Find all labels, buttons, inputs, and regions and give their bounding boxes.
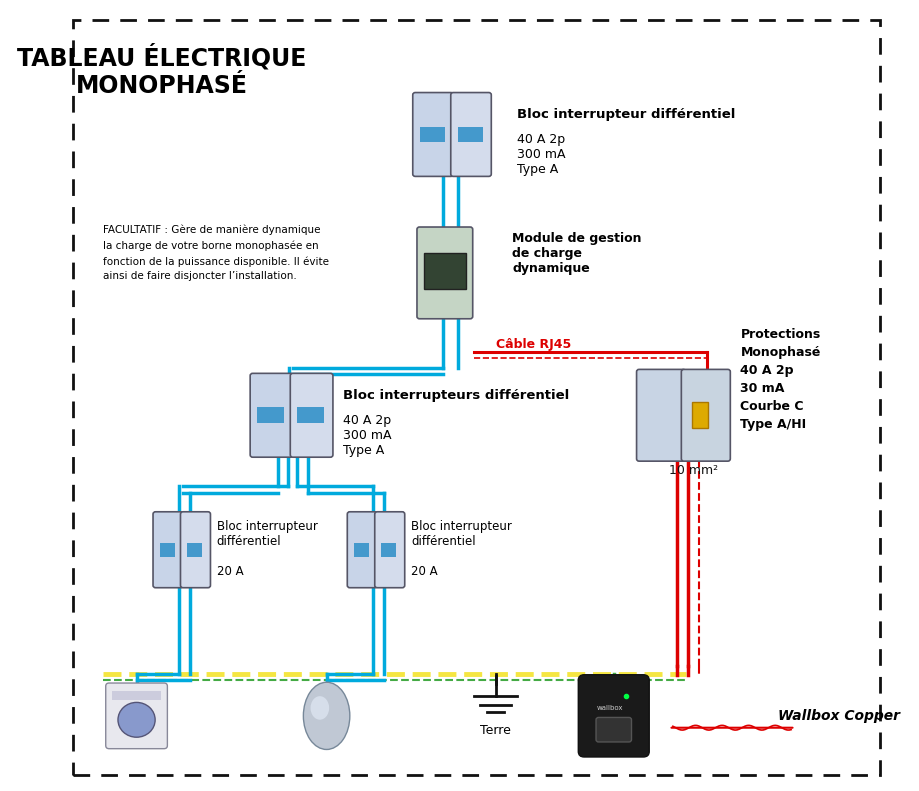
Bar — [187, 543, 202, 557]
Text: 40 A 2p
300 mA
Type A: 40 A 2p 300 mA Type A — [516, 133, 565, 176]
FancyBboxPatch shape — [417, 227, 472, 319]
Text: 20 A: 20 A — [217, 565, 244, 577]
Bar — [297, 407, 324, 423]
FancyBboxPatch shape — [180, 512, 210, 588]
Circle shape — [118, 702, 155, 737]
Text: 10 mm²: 10 mm² — [669, 464, 718, 477]
FancyBboxPatch shape — [681, 369, 731, 461]
Bar — [419, 127, 445, 142]
Text: TABLEAU ÉLECTRIQUE
MONOPHASÉ: TABLEAU ÉLECTRIQUE MONOPHASÉ — [17, 44, 307, 98]
Bar — [354, 543, 369, 557]
Text: FACULTATIF : Gère de manière dynamique
la charge de votre borne monophasée en
fo: FACULTATIF : Gère de manière dynamique l… — [103, 225, 329, 282]
Text: 20 A: 20 A — [411, 565, 437, 577]
Bar — [458, 127, 482, 142]
FancyBboxPatch shape — [375, 512, 404, 588]
Bar — [160, 543, 175, 557]
Text: Wallbox Copper: Wallbox Copper — [778, 709, 901, 723]
Text: wallbox: wallbox — [596, 705, 623, 711]
FancyBboxPatch shape — [106, 683, 167, 748]
Bar — [424, 253, 466, 289]
Text: Protections
Monophasé
40 A 2p
30 mA
Courbe C
Type A/HI: Protections Monophasé 40 A 2p 30 mA Cour… — [741, 328, 821, 431]
Text: Bloc interrupteur différentiel: Bloc interrupteur différentiel — [516, 108, 735, 121]
FancyBboxPatch shape — [290, 373, 333, 457]
FancyBboxPatch shape — [250, 373, 293, 457]
Bar — [112, 691, 161, 701]
Text: Module de gestion
de charge
dynamique: Module de gestion de charge dynamique — [513, 232, 641, 274]
Bar — [257, 407, 284, 423]
Text: Câble RJ45: Câble RJ45 — [496, 339, 571, 351]
Text: Terre: Terre — [480, 724, 511, 736]
FancyBboxPatch shape — [450, 93, 492, 176]
Text: Bloc interrupteurs différentiel: Bloc interrupteurs différentiel — [344, 389, 570, 402]
FancyBboxPatch shape — [578, 675, 649, 757]
Ellipse shape — [311, 696, 329, 720]
Bar — [692, 403, 708, 429]
Text: Bloc interrupteur
différentiel: Bloc interrupteur différentiel — [217, 520, 318, 548]
Bar — [381, 543, 396, 557]
FancyBboxPatch shape — [153, 512, 183, 588]
FancyBboxPatch shape — [347, 512, 378, 588]
Ellipse shape — [303, 682, 350, 750]
Text: 40 A 2p
300 mA
Type A: 40 A 2p 300 mA Type A — [344, 414, 392, 456]
FancyBboxPatch shape — [413, 93, 453, 176]
Text: Bloc interrupteur
différentiel: Bloc interrupteur différentiel — [411, 520, 512, 548]
FancyBboxPatch shape — [596, 717, 631, 742]
FancyBboxPatch shape — [637, 369, 686, 461]
